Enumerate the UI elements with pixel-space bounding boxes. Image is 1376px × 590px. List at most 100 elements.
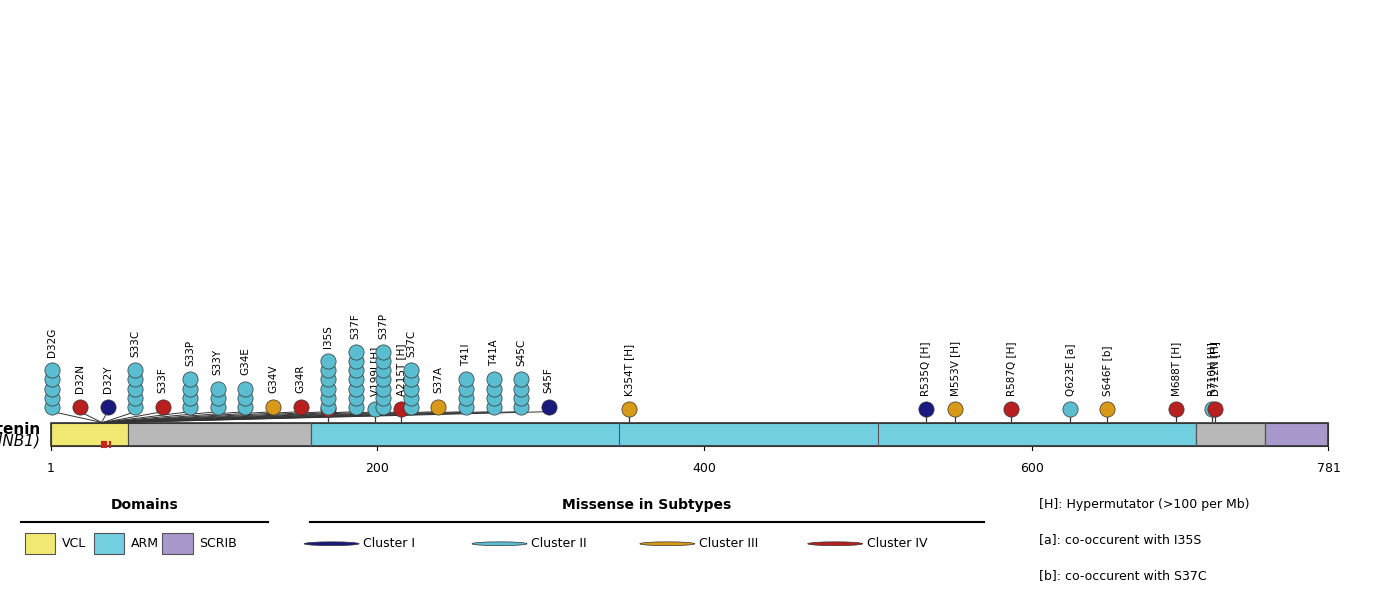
Point: [124, 393, 146, 402]
Bar: [311, 423, 1196, 446]
Point: [455, 393, 477, 402]
Text: [H]: Hypermutator (>100 per Mb): [H]: Hypermutator (>100 per Mb): [1039, 499, 1249, 512]
Point: [124, 366, 146, 375]
Point: [400, 375, 422, 384]
Text: SCRIB: SCRIB: [200, 537, 237, 550]
Point: [179, 384, 201, 393]
Circle shape: [304, 542, 359, 546]
Bar: [1196, 423, 1265, 446]
Point: [483, 375, 505, 384]
Point: [1204, 404, 1226, 414]
Text: S33Y: S33Y: [213, 349, 223, 375]
Text: G34V: G34V: [268, 365, 278, 394]
Bar: [128, 423, 311, 446]
Point: [316, 356, 338, 366]
Point: [234, 384, 256, 393]
Text: G34R: G34R: [296, 365, 305, 394]
Point: [428, 402, 450, 411]
Text: (CTNNB1): (CTNNB1): [0, 434, 41, 448]
Text: S37P: S37P: [378, 313, 388, 339]
Point: [400, 366, 422, 375]
Point: [206, 393, 228, 402]
Text: S646F [b]: S646F [b]: [1102, 345, 1112, 395]
Bar: [51, 423, 128, 446]
Text: S37F: S37F: [351, 313, 361, 339]
Text: [a]: co-occurent with I35S: [a]: co-occurent with I35S: [1039, 533, 1201, 546]
Circle shape: [640, 542, 695, 546]
Text: T41A: T41A: [488, 340, 498, 366]
Bar: [94, 533, 124, 554]
Point: [1201, 404, 1223, 414]
Text: Cluster IV: Cluster IV: [867, 537, 927, 550]
Text: D32N: D32N: [76, 365, 85, 394]
Text: M553V [H]: M553V [H]: [949, 340, 960, 395]
Text: S37A: S37A: [433, 366, 443, 394]
Point: [41, 375, 63, 384]
Point: [510, 375, 533, 384]
Point: [124, 384, 146, 393]
Point: [179, 393, 201, 402]
Point: [345, 375, 367, 384]
Point: [206, 384, 228, 393]
Text: Q623E [a]: Q623E [a]: [1065, 343, 1075, 395]
Text: D712N [H]: D712N [H]: [1211, 340, 1221, 395]
Point: [124, 375, 146, 384]
Point: [538, 402, 560, 411]
Point: [345, 366, 367, 375]
Text: K170M: K170M: [322, 360, 333, 395]
Point: [316, 404, 338, 414]
Text: S33F: S33F: [158, 368, 168, 394]
Point: [1165, 404, 1187, 414]
Text: Cluster III: Cluster III: [699, 537, 758, 550]
Point: [179, 402, 201, 411]
Circle shape: [808, 542, 863, 546]
Point: [234, 402, 256, 411]
Point: [151, 402, 173, 411]
Point: [510, 402, 533, 411]
Text: D32Y: D32Y: [103, 366, 113, 394]
Circle shape: [472, 542, 527, 546]
Point: [345, 348, 367, 357]
Bar: [51, 423, 1328, 446]
Point: [1058, 404, 1080, 414]
Point: [618, 404, 640, 414]
Point: [455, 402, 477, 411]
Point: [41, 384, 63, 393]
Text: Cluster I: Cluster I: [363, 537, 416, 550]
Text: R587Q [H]: R587Q [H]: [1006, 341, 1015, 395]
Bar: [162, 533, 193, 554]
Point: [483, 393, 505, 402]
Point: [316, 384, 338, 393]
Text: A215T [H]: A215T [H]: [396, 343, 406, 395]
Point: [373, 375, 395, 384]
Text: R535Q [H]: R535Q [H]: [921, 341, 930, 395]
Point: [915, 404, 937, 414]
Text: [b]: co-occurent with S37C: [b]: co-occurent with S37C: [1039, 569, 1207, 582]
Bar: [1265, 423, 1328, 446]
Text: V199I [H]: V199I [H]: [370, 346, 380, 395]
Point: [345, 384, 367, 393]
Point: [373, 393, 395, 402]
Point: [316, 366, 338, 375]
Text: S45C: S45C: [516, 339, 526, 366]
Point: [345, 356, 367, 366]
Point: [365, 404, 387, 414]
Point: [1097, 404, 1119, 414]
Point: [400, 384, 422, 393]
Point: [373, 384, 395, 393]
Text: D32G: D32G: [47, 327, 58, 357]
Point: [510, 384, 533, 393]
Point: [510, 393, 533, 402]
Text: 600: 600: [1020, 462, 1044, 475]
Text: R710H [H]: R710H [H]: [1207, 342, 1218, 395]
Point: [316, 375, 338, 384]
Bar: [25, 533, 55, 554]
Point: [400, 402, 422, 411]
Point: [41, 393, 63, 402]
Point: [179, 375, 201, 384]
Point: [316, 393, 338, 402]
Point: [124, 402, 146, 411]
Text: G34E: G34E: [241, 348, 250, 375]
Point: [455, 375, 477, 384]
Text: M688T [H]: M688T [H]: [1171, 341, 1181, 395]
